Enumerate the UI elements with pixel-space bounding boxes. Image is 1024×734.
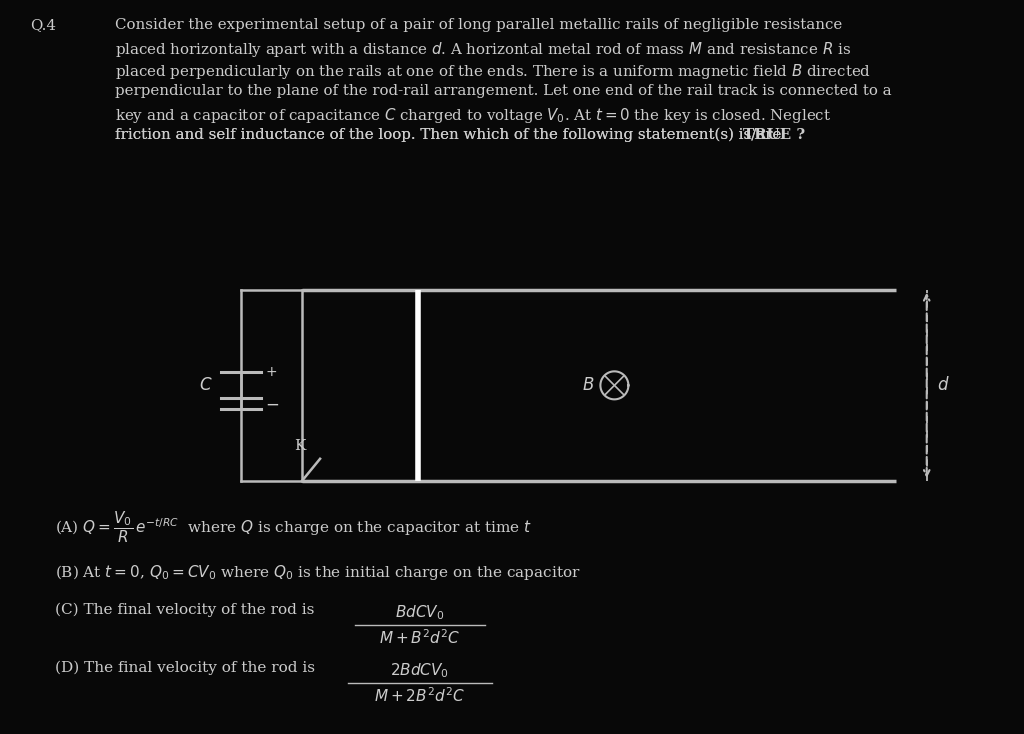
Text: (B) At $t = 0$, $Q_0 = CV_0$ where $Q_0$ is the initial charge on the capacitor: (B) At $t = 0$, $Q_0 = CV_0$ where $Q_0$… bbox=[55, 563, 581, 582]
Text: $C$: $C$ bbox=[199, 377, 213, 394]
Text: (D) The final velocity of the rod is: (D) The final velocity of the rod is bbox=[55, 661, 315, 675]
Text: perpendicular to the plane of the rod-rail arrangement. Let one end of the rail : perpendicular to the plane of the rod-ra… bbox=[115, 84, 892, 98]
Text: $2BdCV_0$: $2BdCV_0$ bbox=[390, 661, 450, 680]
Text: $+$: $+$ bbox=[264, 366, 276, 379]
Text: friction and self inductance of the loop. Then which of the following statement(: friction and self inductance of the loop… bbox=[115, 128, 786, 142]
Text: Q.4: Q.4 bbox=[30, 18, 56, 32]
Text: (C) The final velocity of the rod is: (C) The final velocity of the rod is bbox=[55, 603, 314, 617]
Text: $B$: $B$ bbox=[582, 377, 594, 394]
Text: $M+B^2d^2C$: $M+B^2d^2C$ bbox=[379, 628, 461, 647]
Text: placed horizontally apart with a distance $d$. A horizontal metal rod of mass $M: placed horizontally apart with a distanc… bbox=[115, 40, 851, 59]
Text: TRUE ?: TRUE ? bbox=[743, 128, 805, 142]
Text: $M+2B^2d^2C$: $M+2B^2d^2C$ bbox=[375, 686, 466, 705]
Text: $d$: $d$ bbox=[937, 377, 949, 394]
Text: friction and self inductance of the loop. Then which of the following statement(: friction and self inductance of the loop… bbox=[115, 128, 786, 142]
Text: $BdCV_0$: $BdCV_0$ bbox=[395, 603, 444, 622]
Text: $-$: $-$ bbox=[264, 396, 279, 413]
Text: key and a capacitor of capacitance $C$ charged to voltage $V_0$. At $t = 0$ the : key and a capacitor of capacitance $C$ c… bbox=[115, 106, 831, 125]
Text: (A) $Q = \dfrac{V_0}{R}\, e^{-t/RC}$  where $Q$ is charge on the capacitor at ti: (A) $Q = \dfrac{V_0}{R}\, e^{-t/RC}$ whe… bbox=[55, 510, 531, 545]
Text: placed perpendicularly on the rails at one of the ends. There is a uniform magne: placed perpendicularly on the rails at o… bbox=[115, 62, 871, 81]
Text: K: K bbox=[294, 439, 306, 453]
Text: Consider the experimental setup of a pair of long parallel metallic rails of neg: Consider the experimental setup of a pai… bbox=[115, 18, 843, 32]
